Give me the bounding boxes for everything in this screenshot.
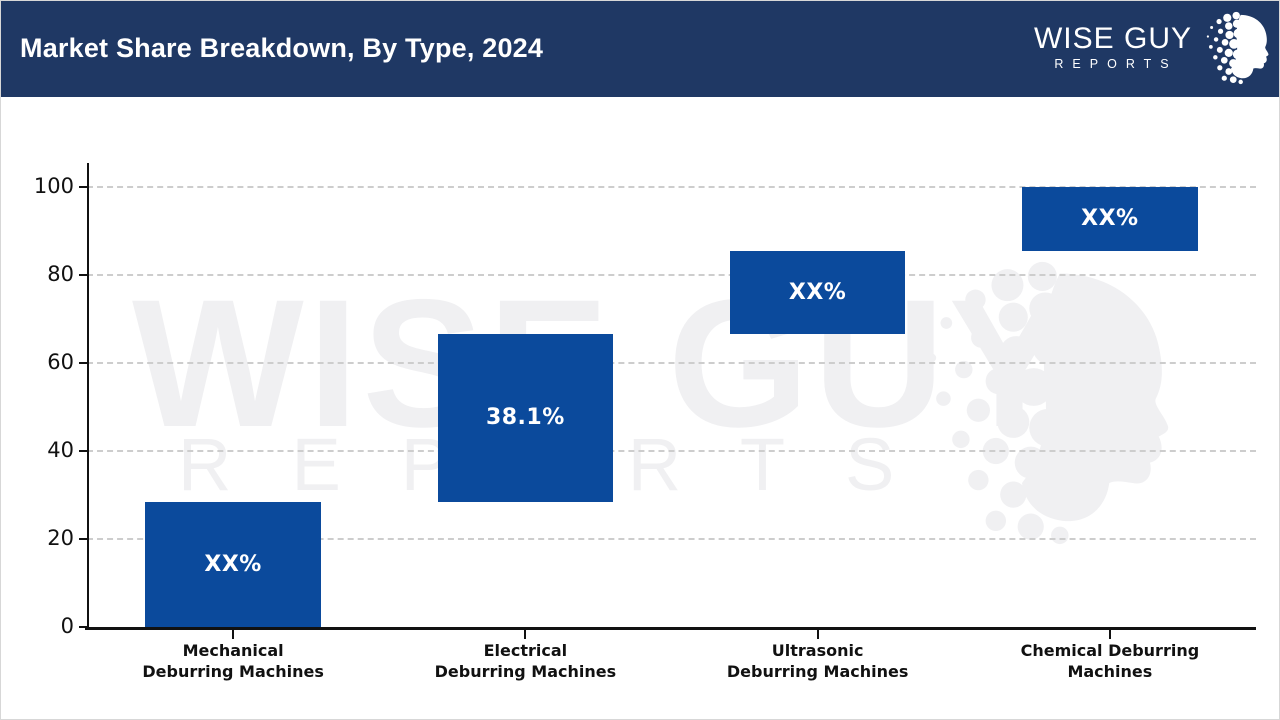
y-tick-label: 0 bbox=[60, 614, 74, 638]
x-category-label: Electrical Deburring Machines bbox=[434, 641, 617, 681]
x-tick-mark bbox=[524, 630, 527, 639]
y-tick-label: 20 bbox=[47, 526, 74, 551]
x-category-label: Ultrasonic Deburring Machines bbox=[726, 641, 909, 681]
logo-text: WISE GUY REPORTS bbox=[1027, 22, 1199, 72]
y-tick-label: 100 bbox=[33, 174, 74, 199]
y-tick-mark bbox=[79, 186, 87, 189]
x-tick-mark bbox=[816, 630, 819, 639]
header-bar: Market Share Breakdown, By Type, 2024 WI… bbox=[0, 0, 1280, 97]
bar-segment: XX% bbox=[1022, 187, 1198, 251]
bar-segment: XX% bbox=[145, 501, 321, 627]
x-axis-line bbox=[85, 627, 1256, 630]
y-tick-mark bbox=[79, 362, 87, 365]
x-category-label: Mechanical Deburring Machines bbox=[142, 641, 324, 681]
y-tick-label: 80 bbox=[47, 262, 74, 287]
logo-dot-head-icon bbox=[1206, 11, 1269, 85]
y-gridline bbox=[87, 538, 1256, 541]
wise-guy-reports-logo: WISE GUY REPORTS bbox=[1027, 0, 1272, 97]
logo-wordmark: WISE GUY bbox=[1033, 22, 1192, 55]
y-gridline bbox=[87, 186, 1256, 189]
bar-segment: 38.1% bbox=[437, 334, 614, 502]
y-gridline bbox=[87, 274, 1256, 277]
bar-segment: XX% bbox=[729, 250, 906, 335]
y-gridline bbox=[87, 450, 1256, 453]
bar-value-label: 38.1% bbox=[485, 405, 565, 431]
y-tick-mark bbox=[79, 626, 87, 628]
bar-value-label: XX% bbox=[204, 551, 262, 577]
y-tick-mark bbox=[79, 450, 87, 453]
y-gridline bbox=[87, 362, 1256, 365]
y-tick-mark bbox=[79, 538, 87, 541]
y-tick-mark bbox=[79, 274, 87, 277]
x-tick-mark bbox=[1108, 630, 1111, 639]
page-title: Market Share Breakdown, By Type, 2024 bbox=[20, 33, 544, 63]
y-tick-label: 60 bbox=[47, 350, 74, 375]
y-axis-line bbox=[87, 163, 89, 630]
bar-value-label: XX% bbox=[1081, 206, 1139, 232]
logo-subtitle: REPORTS bbox=[1054, 57, 1178, 71]
x-category-label: Chemical Deburring Machines bbox=[1020, 641, 1200, 681]
x-tick-mark bbox=[232, 630, 235, 639]
y-tick-label: 40 bbox=[47, 438, 74, 463]
bar-value-label: XX% bbox=[788, 279, 847, 305]
